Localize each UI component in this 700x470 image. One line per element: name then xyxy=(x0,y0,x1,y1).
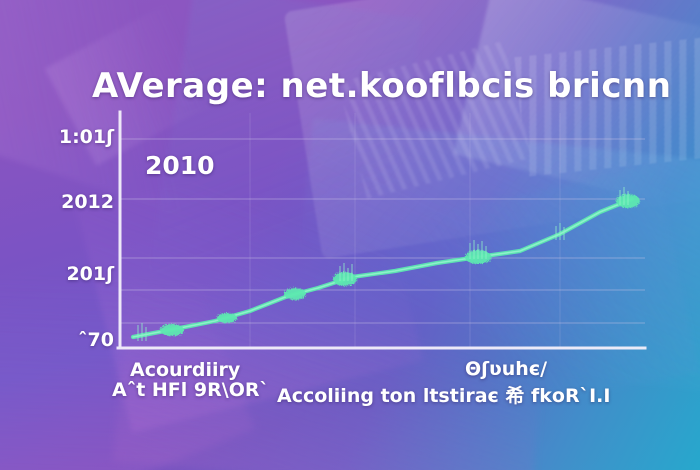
marker-artifacts xyxy=(137,187,629,341)
x-axis-label-line3: Accoliing ton ltstiraє 希 fkоRˋI.I xyxy=(277,385,611,407)
gridlines-vertical xyxy=(249,113,561,347)
plot-annotation-2010: 2010 xyxy=(145,151,215,180)
data-point-markers xyxy=(160,194,640,336)
x-axis-label-line4: Θʃʋuhє/ xyxy=(465,358,548,380)
y-axis-tick-2: 201ʃ xyxy=(66,263,114,285)
y-axis-tick-0: 1:01ʃ xyxy=(58,126,114,148)
x-axis-label-line2: Aˆt HFl 9R\ORˋ xyxy=(112,379,269,401)
x-axis-label-line1: Acourdiiry xyxy=(130,359,241,381)
axis-lines xyxy=(116,110,647,350)
y-axis-tick-1: 2012 xyxy=(61,191,114,213)
chart-title: AVerage: net.kooflbcis bricnn xyxy=(92,66,672,106)
trend-line-series xyxy=(130,196,635,340)
y-axis-tick-3: ˆ70 xyxy=(78,329,114,351)
